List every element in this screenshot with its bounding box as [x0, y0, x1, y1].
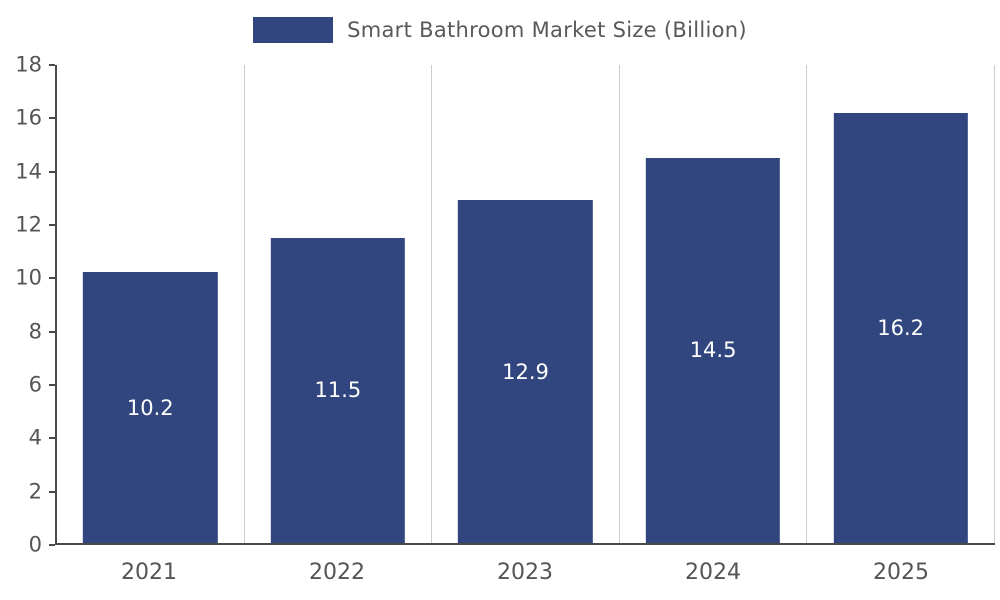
- category-slot: 16.2: [807, 65, 995, 543]
- x-axis-label: 2022: [309, 560, 365, 585]
- y-tick-mark: [49, 437, 55, 440]
- y-tick-mark: [49, 384, 55, 387]
- bar-value-label: 10.2: [126, 395, 174, 420]
- bar-2024: 14.5: [645, 157, 781, 543]
- y-tick-label: 14: [15, 159, 42, 184]
- x-axis-label: 2024: [685, 560, 741, 585]
- y-tick-mark: [49, 224, 55, 227]
- bar-value-label: 14.5: [689, 338, 737, 363]
- y-tick-label: 6: [28, 372, 42, 397]
- y-tick-label: 0: [28, 532, 42, 557]
- bar-2023: 12.9: [458, 200, 593, 543]
- y-tick-label: 16: [15, 105, 42, 130]
- x-axis: 2021 2022 2023 2024 2025: [55, 552, 995, 585]
- legend-swatch: [253, 17, 334, 43]
- y-tick-mark: [49, 544, 55, 546]
- bar-value-label: 16.2: [877, 315, 925, 340]
- x-axis-label: 2023: [497, 560, 553, 585]
- category-slot: 12.9: [432, 65, 620, 543]
- plot-area: 10.2 11.5 12.9 14.5 16.2: [55, 65, 995, 545]
- category-slot: 10.2: [57, 65, 245, 543]
- y-tick-mark: [49, 490, 55, 493]
- chart-legend: Smart Bathroom Market Size (Billion): [0, 17, 1000, 43]
- y-tick-label: 12: [15, 212, 42, 237]
- y-tick-mark: [49, 170, 55, 173]
- x-axis-label: 2025: [873, 560, 929, 585]
- y-tick-label: 4: [28, 425, 42, 450]
- x-axis-label: 2021: [121, 560, 177, 585]
- y-tick-mark: [49, 64, 55, 66]
- y-tick-mark: [49, 330, 55, 333]
- bar-value-label: 12.9: [502, 359, 549, 384]
- y-tick-mark: [49, 277, 55, 280]
- y-tick-label: 10: [15, 265, 42, 290]
- bar-value-label: 11.5: [314, 378, 362, 403]
- y-tick-label: 18: [15, 52, 42, 77]
- bar-2022: 11.5: [270, 237, 406, 543]
- bar-2025: 16.2: [833, 112, 968, 543]
- y-tick-label: 8: [28, 319, 42, 344]
- category-slot: 11.5: [245, 65, 433, 543]
- y-tick-mark: [49, 117, 55, 120]
- y-tick-label: 2: [28, 479, 42, 504]
- category-slot: 14.5: [620, 65, 808, 543]
- bar-2021: 10.2: [83, 272, 218, 543]
- y-axis: 0 2 4 6 8 10 12 14 16 18: [0, 54, 55, 555]
- legend-label: Smart Bathroom Market Size (Billion): [347, 18, 747, 42]
